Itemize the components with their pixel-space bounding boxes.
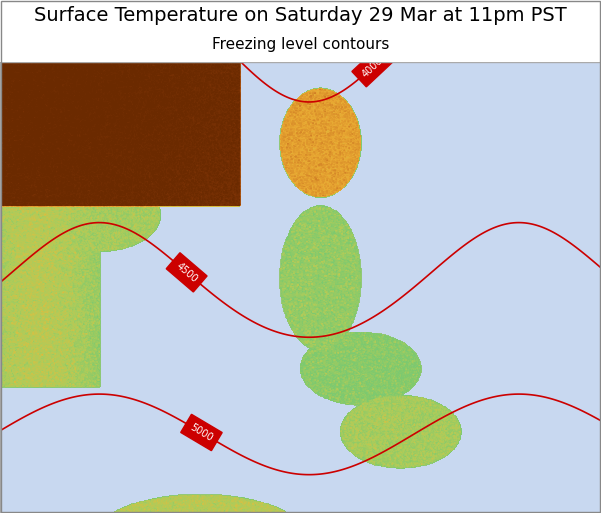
Text: 5000: 5000	[188, 422, 215, 443]
Text: Surface Temperature on Saturday 29 Mar at 11pm PST: Surface Temperature on Saturday 29 Mar a…	[34, 6, 567, 25]
Text: 4500: 4500	[174, 261, 200, 284]
Text: Freezing level contours: Freezing level contours	[212, 37, 389, 52]
Text: 4000: 4000	[360, 55, 385, 79]
